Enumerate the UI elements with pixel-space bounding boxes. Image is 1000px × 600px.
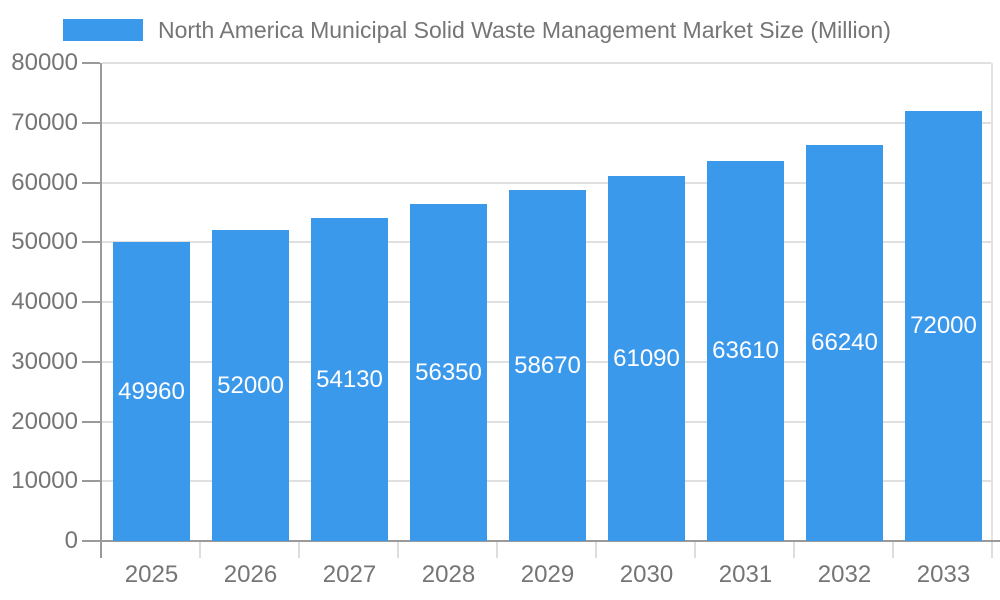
- x-axis-label: 2030: [619, 561, 674, 588]
- bar[interactable]: 52000: [212, 230, 289, 541]
- y-axis-line: [100, 63, 102, 541]
- bar-value-label: 63610: [712, 337, 779, 364]
- bar-value-label: 52000: [217, 371, 284, 399]
- x-axis-label: 2029: [520, 561, 575, 588]
- y-axis-tick: [82, 62, 100, 64]
- x-axis-line: [100, 540, 1000, 542]
- y-axis-tick: [82, 182, 100, 184]
- x-axis-tick: [199, 542, 201, 558]
- x-axis-tick: [694, 542, 696, 558]
- bar-value-label: 54130: [316, 365, 383, 393]
- x-axis-tick: [100, 542, 102, 558]
- x-axis-label: 2028: [421, 561, 476, 588]
- y-axis-tick: [82, 540, 100, 542]
- legend[interactable]: North America Municipal Solid Waste Mana…: [63, 14, 891, 46]
- y-axis-tick: [82, 301, 100, 303]
- y-axis-label: 60000: [11, 169, 78, 196]
- y-axis-label: 80000: [11, 49, 78, 76]
- y-axis-tick: [82, 241, 100, 243]
- bar[interactable]: 54130: [311, 218, 388, 541]
- bar-value-label: 66240: [811, 329, 878, 356]
- legend-swatch: [63, 19, 143, 41]
- y-axis-label: 70000: [11, 109, 78, 136]
- x-axis-tick: [298, 542, 300, 558]
- y-axis-label: 0: [64, 527, 78, 554]
- x-axis-tick: [793, 542, 795, 558]
- gridline: [102, 62, 991, 64]
- y-axis-tick: [82, 361, 100, 363]
- bar[interactable]: 49960: [113, 242, 190, 541]
- y-axis-label: 20000: [11, 408, 78, 435]
- x-axis-label: 2025: [124, 561, 179, 588]
- x-axis-tick: [595, 542, 597, 558]
- y-axis-tick: [82, 122, 100, 124]
- x-axis-tick: [496, 542, 498, 558]
- bar[interactable]: 61090: [608, 176, 685, 541]
- bar[interactable]: 72000: [905, 111, 982, 541]
- y-axis-label: 10000: [11, 467, 78, 494]
- x-axis-label: 2031: [718, 561, 773, 588]
- legend-label: North America Municipal Solid Waste Mana…: [158, 16, 891, 43]
- bar-value-label: 49960: [118, 377, 185, 405]
- bar-value-label: 58670: [514, 351, 581, 379]
- x-axis-label: 2032: [817, 561, 872, 588]
- y-axis-tick: [82, 421, 100, 423]
- gridline: [102, 182, 991, 184]
- x-axis-label: 2033: [916, 561, 971, 588]
- bar-value-label: 56350: [415, 358, 482, 386]
- y-axis-label: 40000: [11, 288, 78, 315]
- y-axis-tick: [82, 480, 100, 482]
- bar[interactable]: 66240: [806, 145, 883, 541]
- bar[interactable]: 63610: [707, 161, 784, 541]
- bar-value-label: 61090: [613, 344, 680, 372]
- x-axis-label: 2026: [223, 561, 278, 588]
- bar[interactable]: 58670: [509, 190, 586, 541]
- y-axis-label: 50000: [11, 228, 78, 255]
- gridline: [102, 122, 991, 124]
- x-axis-tick: [397, 542, 399, 558]
- bar-value-label: 72000: [910, 312, 977, 339]
- y-axis-label: 30000: [11, 348, 78, 375]
- x-axis-tick: [892, 542, 894, 558]
- x-axis-label: 2027: [322, 561, 377, 588]
- x-axis-tick: [991, 542, 993, 558]
- bar[interactable]: 56350: [410, 204, 487, 541]
- plot-right-border: [991, 63, 993, 541]
